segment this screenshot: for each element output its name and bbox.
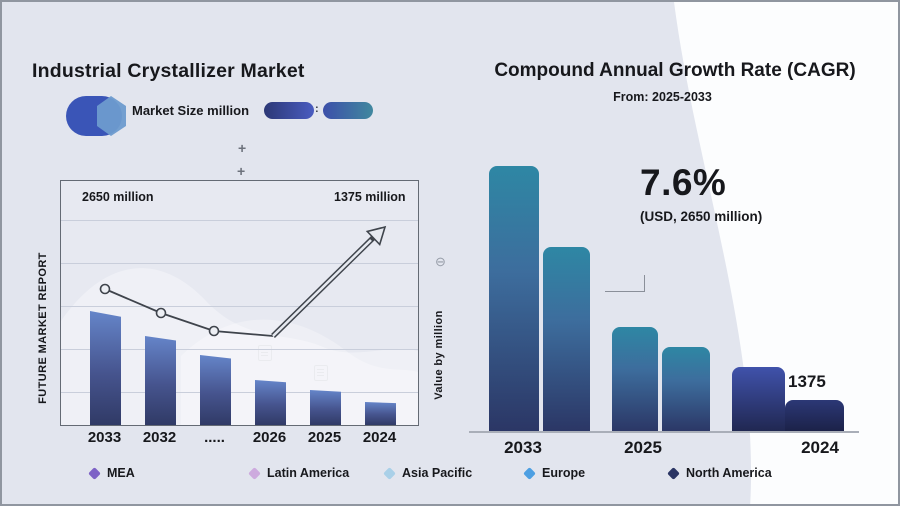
value-annotation-1375: 1375 xyxy=(788,372,826,391)
legend-item-latin-america: Latin America xyxy=(248,466,350,480)
market-bar-2025 xyxy=(310,390,341,425)
legend-item-europe: Europe xyxy=(523,466,586,480)
cagr-note: (USD, 2650 million) xyxy=(640,209,763,224)
minus-circle-icon: ⊖ xyxy=(435,254,446,269)
ratio-pill-right xyxy=(323,102,373,119)
legend-label: Asia Pacific xyxy=(402,466,473,480)
cagr-bar-2033-1 xyxy=(489,166,539,432)
left-x-label-2024: 2024 xyxy=(362,429,397,446)
legend-label: MEA xyxy=(107,466,135,480)
series-label: Market Size million xyxy=(132,103,250,118)
cagr-bar-2024-1 xyxy=(732,367,785,432)
right-x-axis-line xyxy=(469,431,859,433)
ratio-separator: : xyxy=(315,103,319,115)
legend-diamond-icon xyxy=(88,466,101,480)
market-bar-2026 xyxy=(255,380,286,425)
legend-label: Europe xyxy=(542,466,586,480)
market-size-chart xyxy=(60,180,419,426)
cagr-bar-2025-1 xyxy=(612,327,658,432)
legend-item-north-america: North America xyxy=(667,466,772,480)
market-bar-2033 xyxy=(90,311,121,425)
trend-line-and-arrow xyxy=(99,225,387,338)
brand-logo-icon xyxy=(66,96,126,136)
legend-item-mea: MEA xyxy=(88,466,135,480)
gridline xyxy=(61,306,418,307)
right-y-axis-label: Value by million xyxy=(433,310,445,400)
gridline xyxy=(61,392,418,393)
cagr-value: 7.6% xyxy=(640,162,727,203)
left-x-label-2033: 2033 xyxy=(87,429,122,446)
cagr-bar-2033-2 xyxy=(543,247,590,432)
clipboard-icon xyxy=(314,365,328,381)
cagr-bar-2025-2 xyxy=(662,347,710,432)
cagr-subtitle: From: 2025-2033 xyxy=(613,90,712,104)
left-y-axis-label: FUTURE MARKET REPORT xyxy=(37,252,49,404)
legend-item-asia-pacific: Asia Pacific xyxy=(383,466,473,480)
market-bar-2024 xyxy=(365,402,396,425)
legend-diamond-icon xyxy=(523,466,536,480)
left-x-label-2025: 2025 xyxy=(307,429,342,446)
step-line-decoration xyxy=(605,275,645,292)
gridline xyxy=(61,220,418,221)
right-x-label-2025: 2025 xyxy=(624,438,662,457)
legend-diamond-icon xyxy=(667,466,680,480)
annotation-1375-million: 1375 million xyxy=(334,190,406,204)
gridline xyxy=(61,263,418,264)
cagr-bar-2024-2 xyxy=(785,400,844,432)
gridline xyxy=(61,349,418,350)
left-x-label-.....: ..... xyxy=(204,429,225,446)
legend-diamond-icon xyxy=(383,466,396,480)
legend-diamond-icon xyxy=(248,466,261,480)
right-x-label-2024: 2024 xyxy=(801,438,839,457)
plus-icon: + xyxy=(237,163,246,179)
ratio-pill-left xyxy=(264,102,314,119)
cagr-title: Compound Annual Growth Rate (CAGR) xyxy=(494,60,856,81)
plus-icon: + xyxy=(238,140,247,156)
legend-label: North America xyxy=(686,466,772,480)
left-x-label-2026: 2026 xyxy=(252,429,287,446)
market-bar-2032 xyxy=(145,336,176,425)
page-title: Industrial Crystallizer Market xyxy=(32,60,305,82)
annotation-2650: 2650 million xyxy=(82,190,154,204)
legend-label: Latin America xyxy=(267,466,350,480)
right-x-label-2033: 2033 xyxy=(504,438,542,457)
left-x-label-2032: 2032 xyxy=(142,429,177,446)
market-bar-..... xyxy=(200,355,231,425)
